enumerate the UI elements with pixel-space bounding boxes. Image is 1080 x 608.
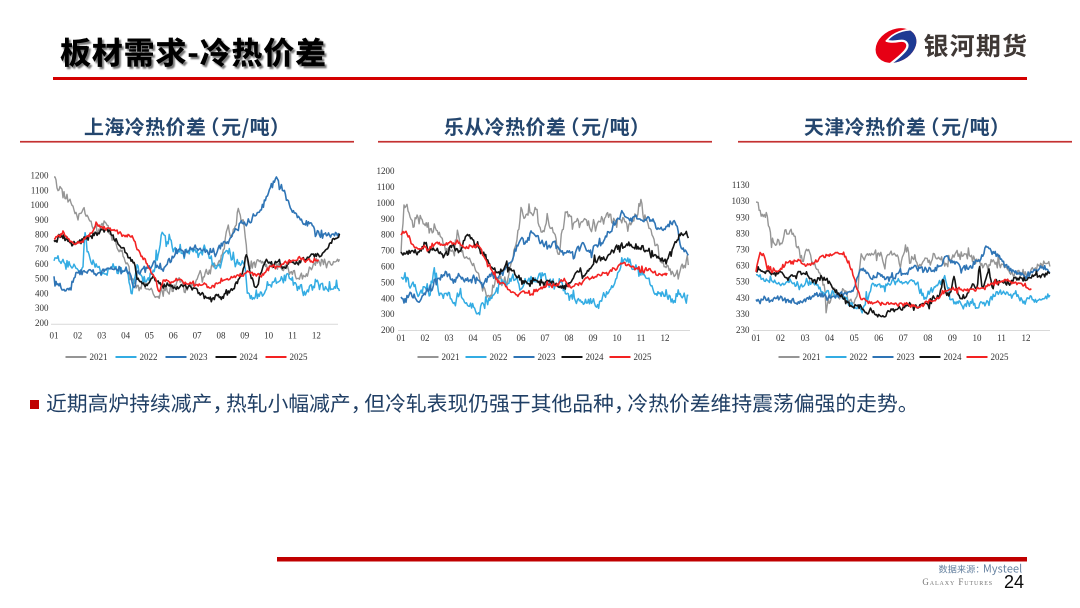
svg-text:1030: 1030: [732, 196, 751, 206]
svg-text:1200: 1200: [377, 166, 396, 176]
svg-text:2021: 2021: [803, 352, 821, 362]
svg-text:2023: 2023: [538, 352, 557, 362]
svg-text:400: 400: [35, 288, 49, 298]
svg-text:2024: 2024: [944, 352, 963, 362]
svg-text:08: 08: [217, 331, 227, 341]
svg-text:04: 04: [121, 331, 131, 341]
svg-text:07: 07: [899, 333, 909, 343]
svg-text:01: 01: [50, 331, 59, 341]
svg-text:2025: 2025: [290, 352, 309, 362]
svg-text:330: 330: [736, 309, 750, 319]
svg-text:12: 12: [312, 331, 321, 341]
svg-text:12: 12: [661, 333, 670, 343]
svg-text:800: 800: [35, 230, 49, 240]
svg-text:2023: 2023: [897, 352, 916, 362]
svg-text:07: 07: [541, 333, 551, 343]
svg-text:600: 600: [35, 259, 49, 269]
svg-text:24: 24: [1004, 572, 1024, 592]
svg-text:1200: 1200: [31, 171, 50, 181]
svg-text:500: 500: [381, 277, 395, 287]
svg-text:800: 800: [381, 230, 395, 240]
svg-text:08: 08: [565, 333, 575, 343]
svg-text:600: 600: [381, 262, 395, 272]
svg-text:02: 02: [776, 333, 785, 343]
svg-text:1000: 1000: [377, 198, 396, 208]
svg-text:2025: 2025: [634, 352, 653, 362]
svg-text:2022: 2022: [140, 352, 158, 362]
svg-text:04: 04: [469, 333, 479, 343]
svg-text:2024: 2024: [240, 352, 259, 362]
svg-text:02: 02: [421, 333, 430, 343]
svg-text:11: 11: [288, 331, 297, 341]
svg-text:400: 400: [381, 293, 395, 303]
svg-text:Galaxy Futures: Galaxy Futures: [922, 577, 993, 587]
svg-text:03: 03: [97, 331, 107, 341]
svg-text:09: 09: [240, 331, 250, 341]
svg-text:930: 930: [736, 212, 750, 222]
svg-text:700: 700: [35, 244, 49, 254]
svg-text:700: 700: [381, 246, 395, 256]
svg-text:2021: 2021: [442, 352, 460, 362]
svg-text:01: 01: [752, 333, 761, 343]
svg-text:10: 10: [264, 331, 274, 341]
svg-text:04: 04: [825, 333, 835, 343]
svg-text:200: 200: [35, 318, 49, 328]
svg-text:500: 500: [35, 274, 49, 284]
svg-text:630: 630: [736, 261, 750, 271]
svg-text:05: 05: [145, 331, 155, 341]
svg-text:11: 11: [637, 333, 646, 343]
svg-text:03: 03: [445, 333, 455, 343]
svg-text:900: 900: [35, 215, 49, 225]
svg-text:07: 07: [193, 331, 203, 341]
svg-text:1130: 1130: [732, 180, 750, 190]
svg-text:06: 06: [169, 331, 179, 341]
svg-text:10: 10: [973, 333, 983, 343]
svg-text:2025: 2025: [991, 352, 1010, 362]
svg-text:530: 530: [736, 277, 750, 287]
svg-text:2024: 2024: [586, 352, 605, 362]
svg-text:1000: 1000: [31, 200, 50, 210]
svg-text:12: 12: [1022, 333, 1031, 343]
svg-text:2022: 2022: [850, 352, 868, 362]
svg-text:05: 05: [493, 333, 503, 343]
svg-text:430: 430: [736, 293, 750, 303]
svg-text:830: 830: [736, 228, 750, 238]
svg-text:230: 230: [736, 325, 750, 335]
svg-text:2023: 2023: [190, 352, 209, 362]
svg-text:900: 900: [381, 214, 395, 224]
svg-text:1100: 1100: [31, 185, 49, 195]
svg-text:09: 09: [948, 333, 958, 343]
svg-text:09: 09: [589, 333, 599, 343]
svg-text:1100: 1100: [377, 182, 395, 192]
svg-text:200: 200: [381, 325, 395, 335]
svg-text:300: 300: [35, 303, 49, 313]
svg-text:03: 03: [801, 333, 811, 343]
svg-text:730: 730: [736, 245, 750, 255]
svg-text:06: 06: [874, 333, 884, 343]
svg-text:06: 06: [517, 333, 527, 343]
svg-text:2022: 2022: [490, 352, 508, 362]
svg-text:2021: 2021: [90, 352, 108, 362]
svg-text:08: 08: [923, 333, 933, 343]
svg-text:300: 300: [381, 309, 395, 319]
svg-text:01: 01: [397, 333, 406, 343]
svg-text:05: 05: [850, 333, 860, 343]
svg-text:10: 10: [613, 333, 623, 343]
svg-text:11: 11: [997, 333, 1006, 343]
svg-text:02: 02: [73, 331, 82, 341]
